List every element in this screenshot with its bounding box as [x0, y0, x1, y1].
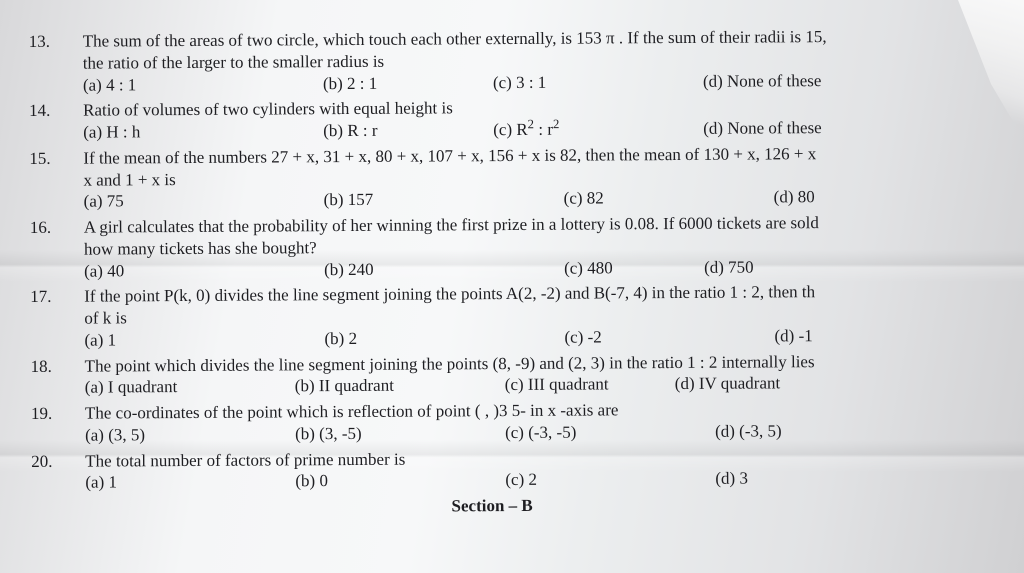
question-16: 16. A girl calculates that the probabili… — [30, 211, 1010, 282]
question-options: (a) 40 (b) 240 (c) 480 (d) 750 — [84, 254, 1010, 281]
option-d: (d) 3 — [715, 468, 758, 490]
option-d: (d) 750 — [704, 256, 764, 278]
question-number: 14. — [29, 100, 83, 144]
option-b: (b) 2 — [324, 326, 564, 349]
question-number: 16. — [30, 217, 84, 283]
section-heading: Section – B — [451, 492, 1011, 517]
option-b: (b) R : r — [323, 119, 493, 142]
question-number: 13. — [29, 31, 83, 97]
option-c: (c) (-3, -5) — [505, 421, 715, 444]
question-body: The sum of the areas of two circle, whic… — [83, 25, 1009, 96]
option-b: (b) 2 : 1 — [323, 72, 493, 95]
option-a: (a) (3, 5) — [85, 423, 295, 446]
question-options: (a) H : h (b) R : r (c) R2 : r2 (d) None… — [83, 116, 1009, 143]
question-body: The co-ordinates of the point which is r… — [85, 397, 1011, 446]
question-body: The total number of factors of prime num… — [85, 444, 1011, 493]
question-number: 20. — [31, 450, 85, 494]
question-15: 15. If the mean of the numbers 27 + x, 3… — [29, 142, 1009, 213]
exam-page: 13. The sum of the areas of two circle, … — [0, 0, 1024, 520]
option-b: (b) 0 — [295, 469, 505, 492]
question-body: If the mean of the numbers 27 + x, 31 + … — [83, 142, 1009, 213]
option-c: (c) R2 : r2 — [493, 118, 703, 141]
option-a: (a) 1 — [85, 471, 295, 494]
question-number: 19. — [31, 403, 85, 447]
question-body: If the point P(k, 0) divides the line se… — [84, 280, 1010, 351]
option-c: (c) 2 — [505, 468, 715, 491]
option-a: (a) 40 — [84, 259, 324, 282]
option-a: (a) 1 — [84, 328, 324, 351]
option-c: (c) 480 — [564, 256, 704, 279]
question-number: 17. — [30, 286, 84, 352]
question-options: (a) 1 (b) 2 (c) -2 (d) -1 — [84, 324, 1010, 351]
option-a: (a) 75 — [84, 189, 324, 212]
option-d: (d) None of these — [703, 70, 832, 93]
option-d: (d) IV quadrant — [675, 373, 791, 395]
question-options: (a) (3, 5) (b) (3, -5) (c) (-3, -5) (d) … — [85, 419, 1011, 446]
option-c: (c) 3 : 1 — [493, 70, 703, 93]
option-b: (b) (3, -5) — [295, 422, 505, 445]
option-a: (a) I quadrant — [85, 376, 295, 399]
option-a: (a) 4 : 1 — [83, 73, 323, 96]
question-17: 17. If the point P(k, 0) divides the lin… — [30, 280, 1010, 351]
question-options: (a) 1 (b) 0 (c) 2 (d) 3 — [85, 466, 1011, 493]
question-14: 14. Ratio of volumes of two cylinders wi… — [29, 94, 1009, 143]
question-options: (a) 4 : 1 (b) 2 : 1 (c) 3 : 1 (d) None o… — [83, 68, 1009, 95]
option-d: (d) None of these — [703, 117, 832, 140]
option-b: (b) II quadrant — [295, 374, 505, 397]
option-c: (c) III quadrant — [505, 373, 675, 396]
question-13: 13. The sum of the areas of two circle, … — [29, 25, 1009, 96]
option-d: (d) -1 — [774, 325, 822, 347]
option-d: (d) 80 — [774, 186, 825, 208]
option-c: (c) 82 — [564, 187, 774, 210]
question-number: 15. — [29, 147, 83, 213]
option-b: (b) 240 — [324, 257, 564, 280]
option-a: (a) H : h — [83, 120, 323, 143]
question-body: Ratio of volumes of two cylinders with e… — [83, 94, 1009, 143]
option-b: (b) 157 — [324, 188, 564, 211]
question-options: (a) I quadrant (b) II quadrant (c) III q… — [85, 371, 1011, 398]
question-body: The point which divides the line segment… — [85, 349, 1011, 398]
question-18: 18. The point which divides the line seg… — [31, 349, 1011, 398]
question-20: 20. The total number of factors of prime… — [31, 444, 1011, 493]
question-body: A girl calculates that the probability o… — [84, 211, 1010, 282]
question-options: (a) 75 (b) 157 (c) 82 (d) 80 — [84, 185, 1010, 212]
question-19: 19. The co-ordinates of the point which … — [31, 397, 1011, 446]
option-d: (d) (-3, 5) — [715, 420, 792, 442]
option-c: (c) -2 — [564, 325, 774, 348]
question-number: 18. — [31, 355, 85, 399]
